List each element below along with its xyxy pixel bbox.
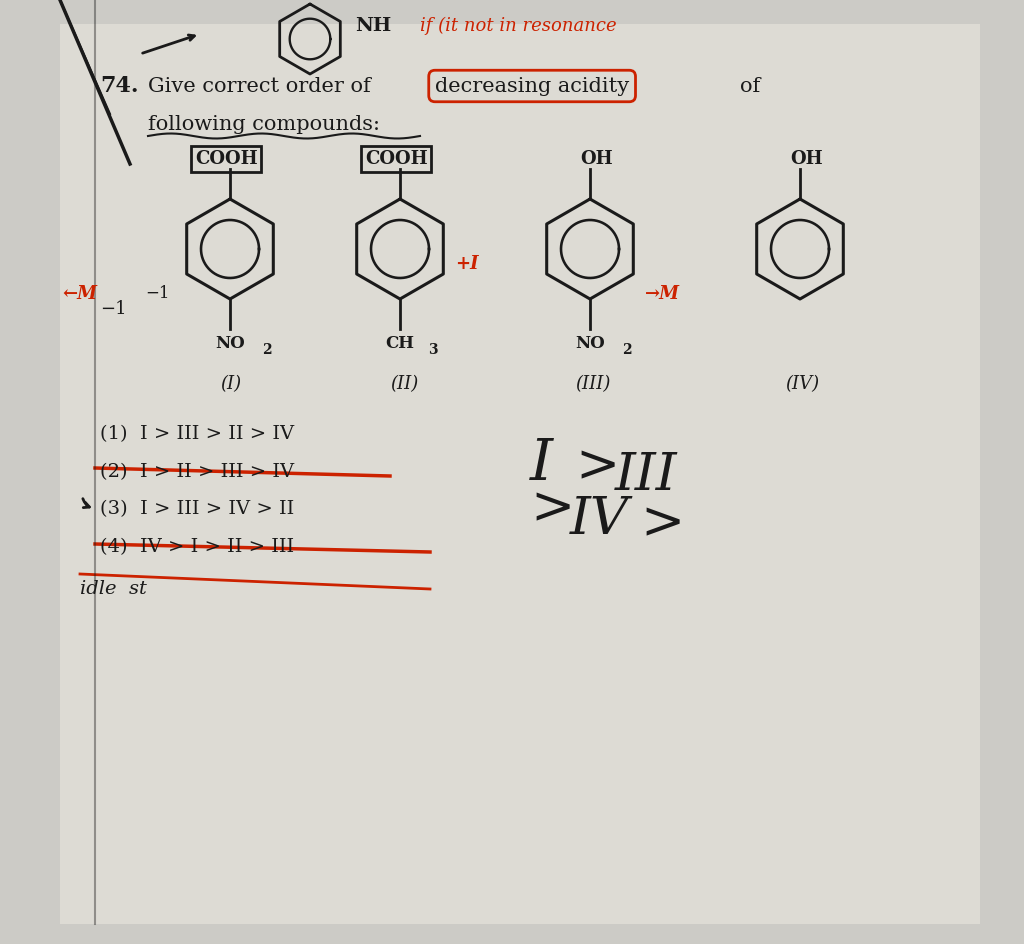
Text: following compounds:: following compounds: [148,114,380,133]
Text: (I): (I) [220,375,241,393]
Text: idle  st: idle st [80,580,146,598]
Text: −1: −1 [145,285,170,302]
Text: OH: OH [580,150,612,168]
Text: 3: 3 [428,343,437,357]
Text: if (it not in resonance: if (it not in resonance [420,17,616,35]
Text: >: > [640,498,684,549]
Text: ←M: ←M [62,285,97,303]
Text: III: III [615,450,678,501]
Text: CH: CH [385,335,414,352]
Text: 74.: 74. [100,75,138,97]
Text: IV: IV [570,494,629,545]
Text: +I: +I [455,255,478,273]
Text: (1)  I > III > II > IV: (1) I > III > II > IV [100,425,294,443]
Text: >: > [530,483,574,534]
Text: −1: −1 [100,300,127,318]
Text: NO: NO [215,335,245,352]
Text: (2)  I > II > III > IV: (2) I > II > III > IV [100,463,294,481]
Text: >: > [575,442,620,493]
Text: NO: NO [575,335,605,352]
Text: decreasing acidity: decreasing acidity [435,76,630,95]
Text: I: I [530,436,553,492]
Text: (III): (III) [575,375,610,393]
Bar [60,24,980,924]
Text: (3)  I > III > IV > II: (3) I > III > IV > II [100,500,294,518]
Text: 2: 2 [622,343,632,357]
Text: →M: →M [645,285,680,303]
Text: Give correct order of: Give correct order of [148,76,371,95]
Text: (IV): (IV) [785,375,819,393]
Text: (II): (II) [390,375,418,393]
Text: OH: OH [790,150,822,168]
Text: (4)  IV > I > II > III: (4) IV > I > II > III [100,538,294,556]
Text: COOH: COOH [365,150,428,168]
Text: NH: NH [355,17,391,35]
Text: of: of [740,76,760,95]
Text: 2: 2 [262,343,271,357]
Text: COOH: COOH [195,150,258,168]
